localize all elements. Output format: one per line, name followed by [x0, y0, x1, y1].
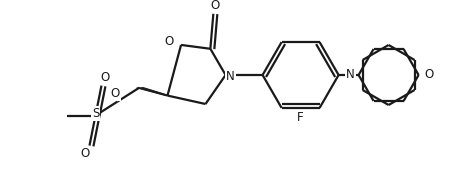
Text: N: N	[226, 71, 235, 83]
Text: O: O	[164, 35, 173, 48]
Text: O: O	[110, 87, 120, 100]
Text: S: S	[92, 107, 99, 120]
Text: O: O	[101, 71, 110, 84]
Text: O: O	[81, 147, 90, 160]
Text: O: O	[210, 0, 220, 12]
Text: O: O	[423, 69, 432, 81]
Text: F: F	[297, 111, 303, 124]
Text: N: N	[345, 69, 354, 81]
